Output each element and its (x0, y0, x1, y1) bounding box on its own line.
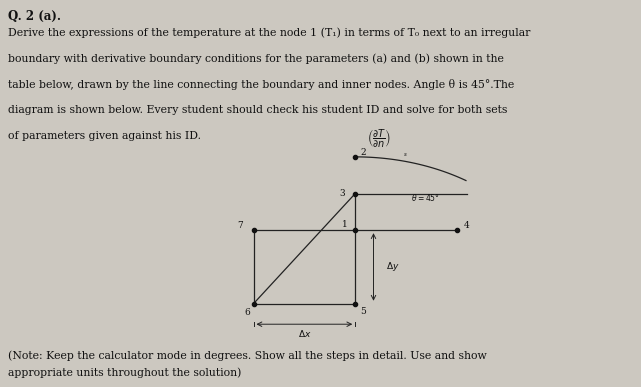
Text: 6: 6 (245, 308, 250, 317)
Text: 4: 4 (464, 221, 470, 229)
Text: of parameters given against his ID.: of parameters given against his ID. (8, 131, 201, 141)
Text: diagram is shown below. Every student should check his student ID and solve for : diagram is shown below. Every student sh… (8, 105, 507, 115)
Text: $\left(\dfrac{\partial T}{\partial n}\right)$: $\left(\dfrac{\partial T}{\partial n}\ri… (367, 127, 392, 149)
Text: $\theta = 45°$: $\theta = 45°$ (411, 192, 440, 203)
Text: Q. 2 (a).: Q. 2 (a). (8, 10, 61, 23)
Text: table below, drawn by the line connecting the boundary and inner nodes. Angle θ : table below, drawn by the line connectin… (8, 79, 514, 90)
Text: 3: 3 (339, 189, 345, 198)
Text: appropriate units throughout the solution): appropriate units throughout the solutio… (8, 368, 241, 378)
Text: boundary with derivative boundary conditions for the parameters (a) and (b) show: boundary with derivative boundary condit… (8, 53, 504, 63)
Text: (Note: Keep the calculator mode in degrees. Show all the steps in detail. Use an: (Note: Keep the calculator mode in degre… (8, 350, 487, 361)
Text: 7: 7 (237, 221, 243, 229)
Text: $_s$: $_s$ (403, 150, 408, 159)
Text: 5: 5 (360, 307, 366, 315)
Text: Derive the expressions of the temperature at the node 1 (T₁) in terms of T₀ next: Derive the expressions of the temperatur… (8, 27, 530, 38)
Text: 1: 1 (342, 220, 348, 229)
Text: 2: 2 (360, 148, 366, 157)
Text: $\Delta y$: $\Delta y$ (386, 260, 399, 274)
Text: $\Delta x$: $\Delta x$ (297, 327, 311, 339)
